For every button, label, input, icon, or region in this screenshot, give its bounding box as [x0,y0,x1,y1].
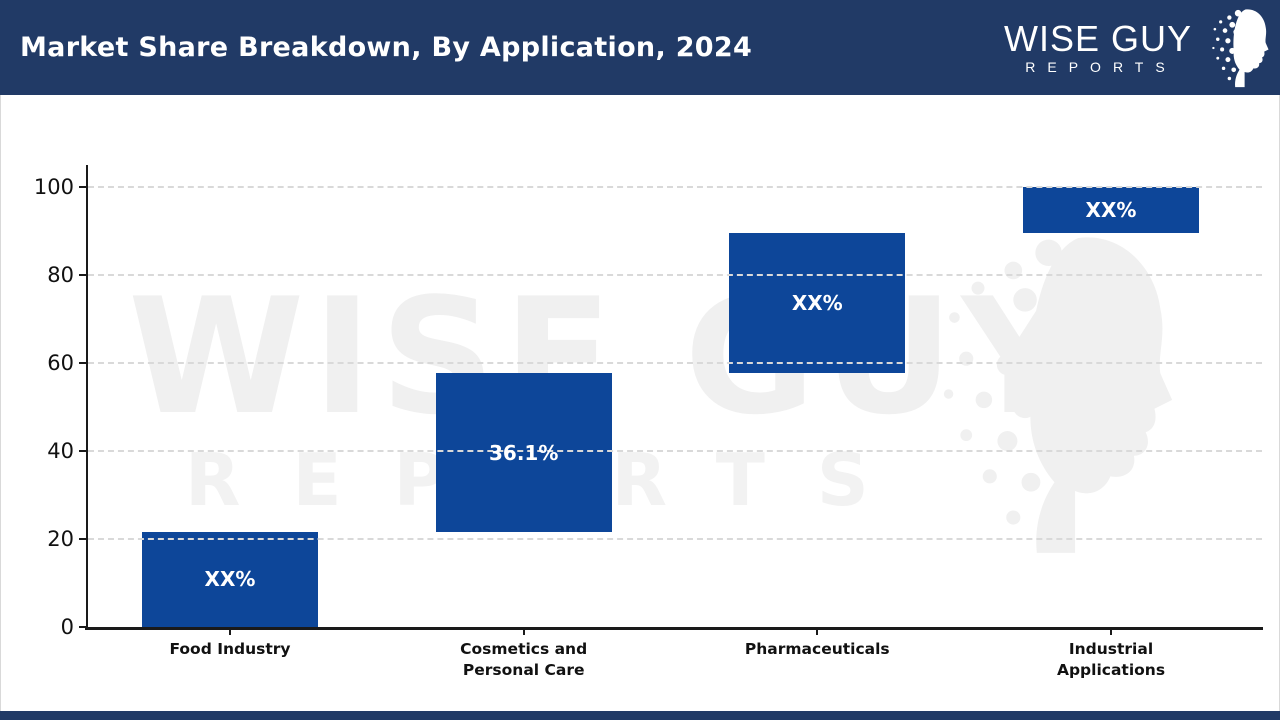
x-tick [229,627,231,635]
x-category-label: Pharmaceuticals [744,640,890,658]
x-category-label: Cosmetics and Personal Care [460,640,588,679]
brand-logo: WISE GUY REPORTS [1004,7,1280,89]
y-tick [79,362,86,364]
y-tick-label: 40 [47,439,74,463]
x-category-label: Food Industry [169,640,291,658]
x-tick [522,627,525,635]
bar-cosmetics-and-personal-care [435,373,612,532]
brand-tagline: REPORTS [1025,58,1177,75]
x-tick [1110,627,1112,635]
gridline [88,538,1262,540]
y-tick-label: 20 [47,527,74,551]
brand-head-icon [1212,8,1269,87]
brand-name: WISE GUY [1003,17,1192,59]
bar-value-label: XX% [1085,198,1137,223]
y-tick-label: 60 [47,351,74,375]
y-tick-label: 100 [33,175,74,199]
page-title: Market Share Breakdown, By Application, … [20,32,753,63]
gridline [88,450,1262,452]
report-footer [0,711,1280,720]
x-tick [816,627,819,635]
gridline [88,274,1262,276]
bar-pharmaceuticals [729,233,906,374]
gridline [88,186,1262,188]
y-tick [79,450,86,452]
y-tick [79,538,86,540]
x-axis-line [85,627,1263,630]
y-tick [79,186,86,188]
y-tick-label: 0 [60,615,74,639]
bar-food-industry [142,531,318,627]
y-tick-label: 80 [47,263,74,287]
x-category-label: Industrial Applications [1056,640,1166,679]
y-tick [79,274,86,276]
bar-value-label: XX% [204,567,256,592]
report-header: Market Share Breakdown, By Application, … [0,0,1280,95]
y-axis-line [86,165,88,630]
bar-value-label: 36.1% [488,440,559,465]
bar-industrial-applications [1023,187,1199,234]
bar-value-label: XX% [791,291,843,316]
gridline [88,362,1262,364]
y-tick [79,626,86,628]
